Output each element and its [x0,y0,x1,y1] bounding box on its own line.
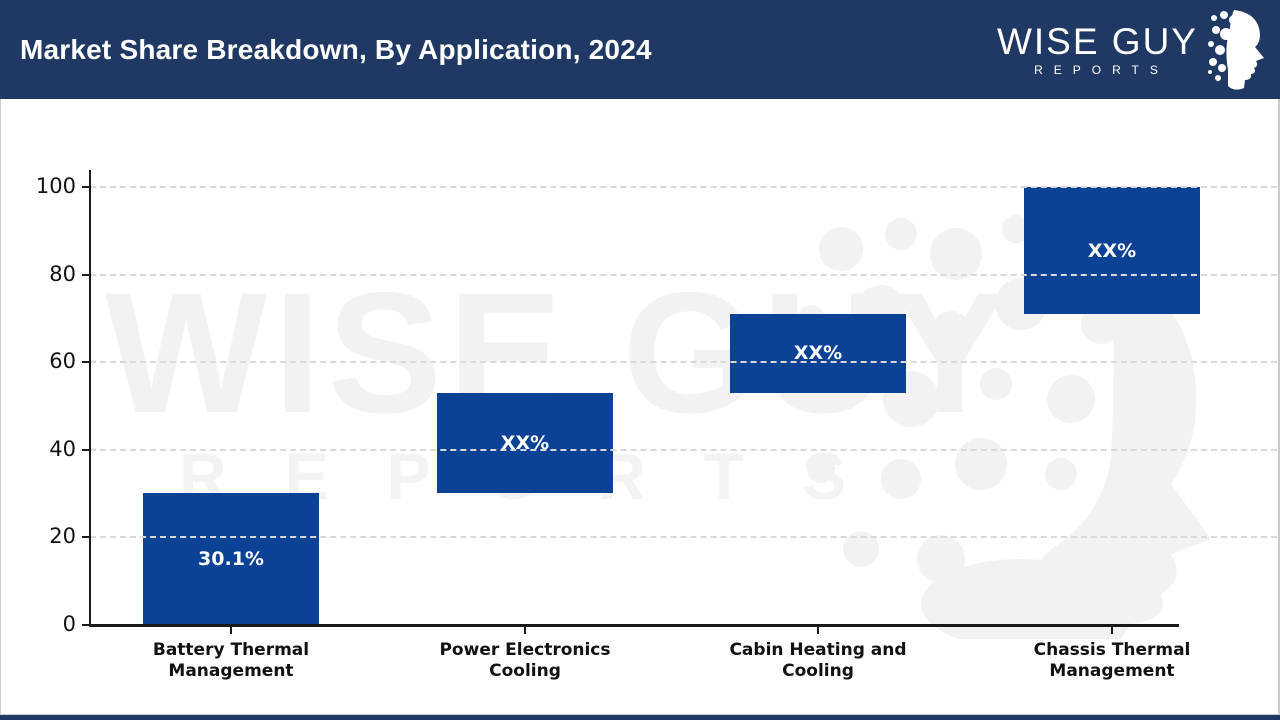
bar-value-label: XX% [1087,239,1137,262]
bar-value-label: XX% [500,432,550,454]
bar-value-label: 30.1% [198,548,264,571]
x-category-label: Battery Thermal Management [152,640,310,681]
page-title: Market Share Breakdown, By Application, … [20,33,652,65]
bar: XX% [730,314,906,393]
logo-subtitle: REPORTS [1034,63,1169,77]
x-tick-mark [230,627,232,634]
logo-wordmark: WISE GUY [996,21,1198,62]
y-tick-mark [82,273,90,276]
gridline [90,186,1277,188]
y-tick-label: 60 [49,349,76,374]
x-tick-mark [817,627,819,634]
y-tick-label: 0 [62,612,76,636]
gridline [90,273,1277,276]
bar-value-label: XX% [793,342,843,365]
bar: XX% [437,392,613,494]
y-tick-mark [82,186,90,188]
x-tick-mark [1111,627,1113,634]
x-tick-mark [524,627,526,634]
y-tick-mark [82,624,90,626]
bar: XX% [1024,187,1200,315]
y-tick-mark [82,536,90,539]
x-category-label: Power Electronics Cooling [439,640,611,681]
gridline [90,361,1277,364]
y-tick-mark [82,448,90,451]
y-tick-label: 100 [35,174,76,198]
y-tick-label: 80 [49,261,76,286]
gridline [90,448,1277,451]
y-tick-label: 20 [49,524,76,549]
gridline [90,536,1277,539]
chart-area: WISE GUY REPORTS 02040608010030.1%XX%XX%… [0,99,1280,715]
logo-text: WISE GUY REPORTS [997,23,1198,76]
x-axis-line [89,624,1179,627]
y-axis-line [89,170,91,627]
footer-bar [0,715,1280,720]
y-tick-mark [82,361,90,364]
header-bar: Market Share Breakdown, By Application, … [0,0,1280,99]
y-tick-label: 40 [49,436,76,461]
x-category-label: Cabin Heating and Cooling [729,640,907,681]
logo-face-icon [1208,9,1264,90]
logo: WISE GUY REPORTS [997,8,1266,92]
plot: 0 20 40 60 80 100 30.1% XX% XX% XX% Battery Therma… [1,99,1278,714]
bar: 30.1% [143,493,319,625]
x-category-label: Chassis Thermal Management [1033,640,1191,681]
